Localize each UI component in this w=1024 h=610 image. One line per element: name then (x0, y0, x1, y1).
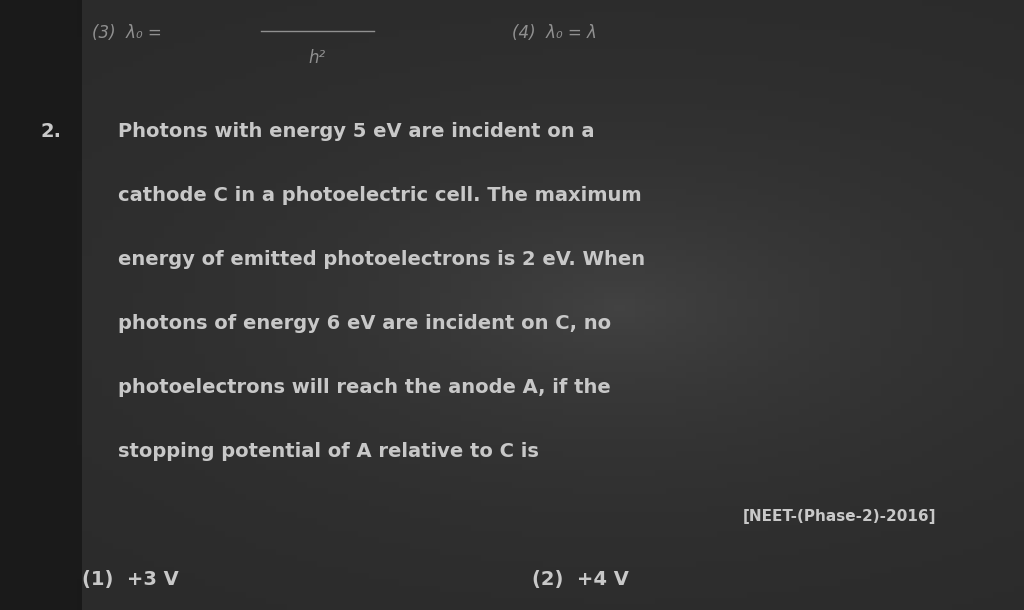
Text: photoelectrons will reach the anode A, if the: photoelectrons will reach the anode A, i… (118, 378, 610, 397)
Text: (3)  λ₀ =: (3) λ₀ = (92, 24, 162, 43)
Text: 2.: 2. (41, 122, 62, 141)
Text: (2)  +4 V: (2) +4 V (532, 570, 630, 589)
Text: stopping potential of A relative to C is: stopping potential of A relative to C is (118, 442, 539, 461)
Text: Photons with energy 5 eV are incident on a: Photons with energy 5 eV are incident on… (118, 122, 594, 141)
Text: (1)  +3 V: (1) +3 V (82, 570, 178, 589)
Text: cathode C in a photoelectric cell. The maximum: cathode C in a photoelectric cell. The m… (118, 186, 641, 205)
Text: energy of emitted photoelectrons is 2 eV. When: energy of emitted photoelectrons is 2 eV… (118, 250, 645, 269)
Text: photons of energy 6 eV are incident on C, no: photons of energy 6 eV are incident on C… (118, 314, 611, 333)
Text: [NEET-(Phase-2)-2016]: [NEET-(Phase-2)-2016] (743, 509, 936, 525)
Text: (4)  λ₀ = λ: (4) λ₀ = λ (512, 24, 597, 43)
FancyBboxPatch shape (0, 0, 77, 610)
Text: h²: h² (309, 49, 326, 67)
